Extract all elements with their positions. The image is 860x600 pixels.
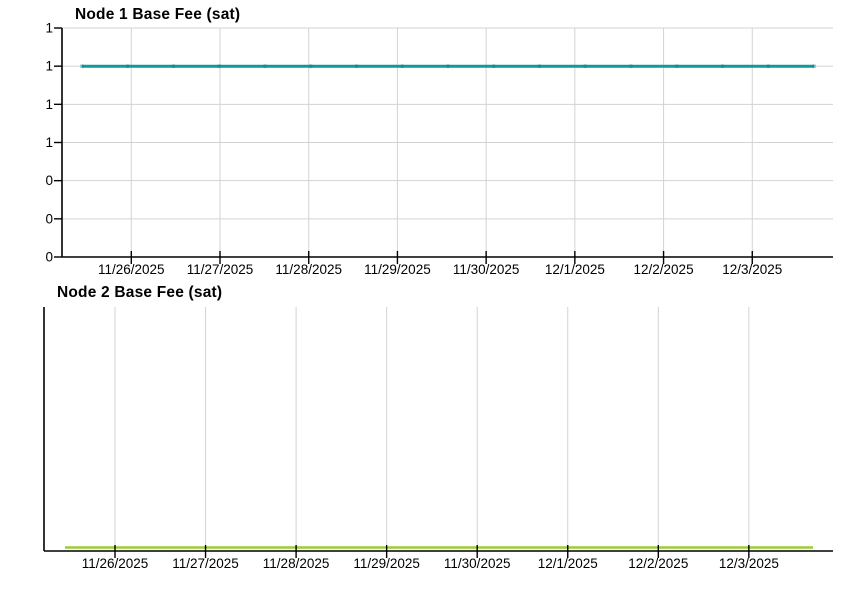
x-tick-label: 11/27/2025	[172, 556, 239, 571]
data-point-marker	[80, 64, 84, 69]
x-tick-label: 11/26/2025	[98, 262, 165, 277]
y-tick-label: 0	[45, 211, 53, 226]
x-tick-label: 11/28/2025	[275, 262, 342, 277]
data-point-marker	[537, 64, 542, 69]
x-tick-label: 12/2/2025	[634, 262, 694, 277]
x-tick-label: 12/2/2025	[628, 556, 688, 571]
y-tick-label: 1	[45, 97, 53, 112]
x-tick-label: 12/3/2025	[722, 262, 782, 277]
data-point-marker	[766, 64, 771, 69]
y-tick-label: 0	[45, 173, 53, 188]
data-point-marker	[263, 64, 267, 69]
data-point-marker	[491, 64, 496, 69]
data-point-marker	[629, 64, 633, 69]
chart1-title: Node 1 Base Fee (sat)	[75, 6, 241, 23]
x-tick-label: 11/28/2025	[263, 556, 330, 571]
y-tick-label: 1	[45, 135, 53, 150]
x-tick-label: 12/1/2025	[538, 556, 598, 571]
data-point-marker	[812, 64, 816, 69]
y-tick-label: 1	[45, 59, 53, 74]
data-point-marker	[354, 64, 359, 69]
chart2-title: Node 2 Base Fee (sat)	[57, 284, 223, 301]
y-tick-label: 0	[45, 250, 53, 265]
x-tick-label: 11/29/2025	[353, 556, 420, 571]
x-tick-label: 11/26/2025	[82, 556, 149, 571]
chart2-plot: 11/26/2025 11/27/2025 11/28/2025 11/29/2025…	[43, 307, 833, 571]
x-tick-label: 12/3/2025	[719, 556, 779, 571]
x-tick-label: 11/30/2025	[453, 262, 520, 277]
data-point-marker	[583, 64, 588, 69]
data-point-marker	[125, 64, 130, 69]
data-point-marker	[720, 64, 725, 69]
x-tick-label: 11/27/2025	[187, 262, 254, 277]
chart1-plot: 1 1 1 1 0 0 0 11/26/2025 11/27/2025 11/28/2025 11/…	[45, 21, 833, 277]
data-point-marker	[217, 64, 222, 69]
y-tick-label: 1	[45, 21, 53, 36]
x-tick-label: 11/30/2025	[444, 556, 511, 571]
x-tick-label: 11/29/2025	[364, 262, 431, 277]
data-point-marker	[674, 64, 679, 69]
data-point-marker	[446, 64, 450, 69]
data-point-marker	[400, 64, 405, 69]
x-tick-label: 12/1/2025	[545, 262, 605, 277]
data-point-marker	[308, 64, 313, 69]
data-point-marker	[171, 64, 176, 69]
